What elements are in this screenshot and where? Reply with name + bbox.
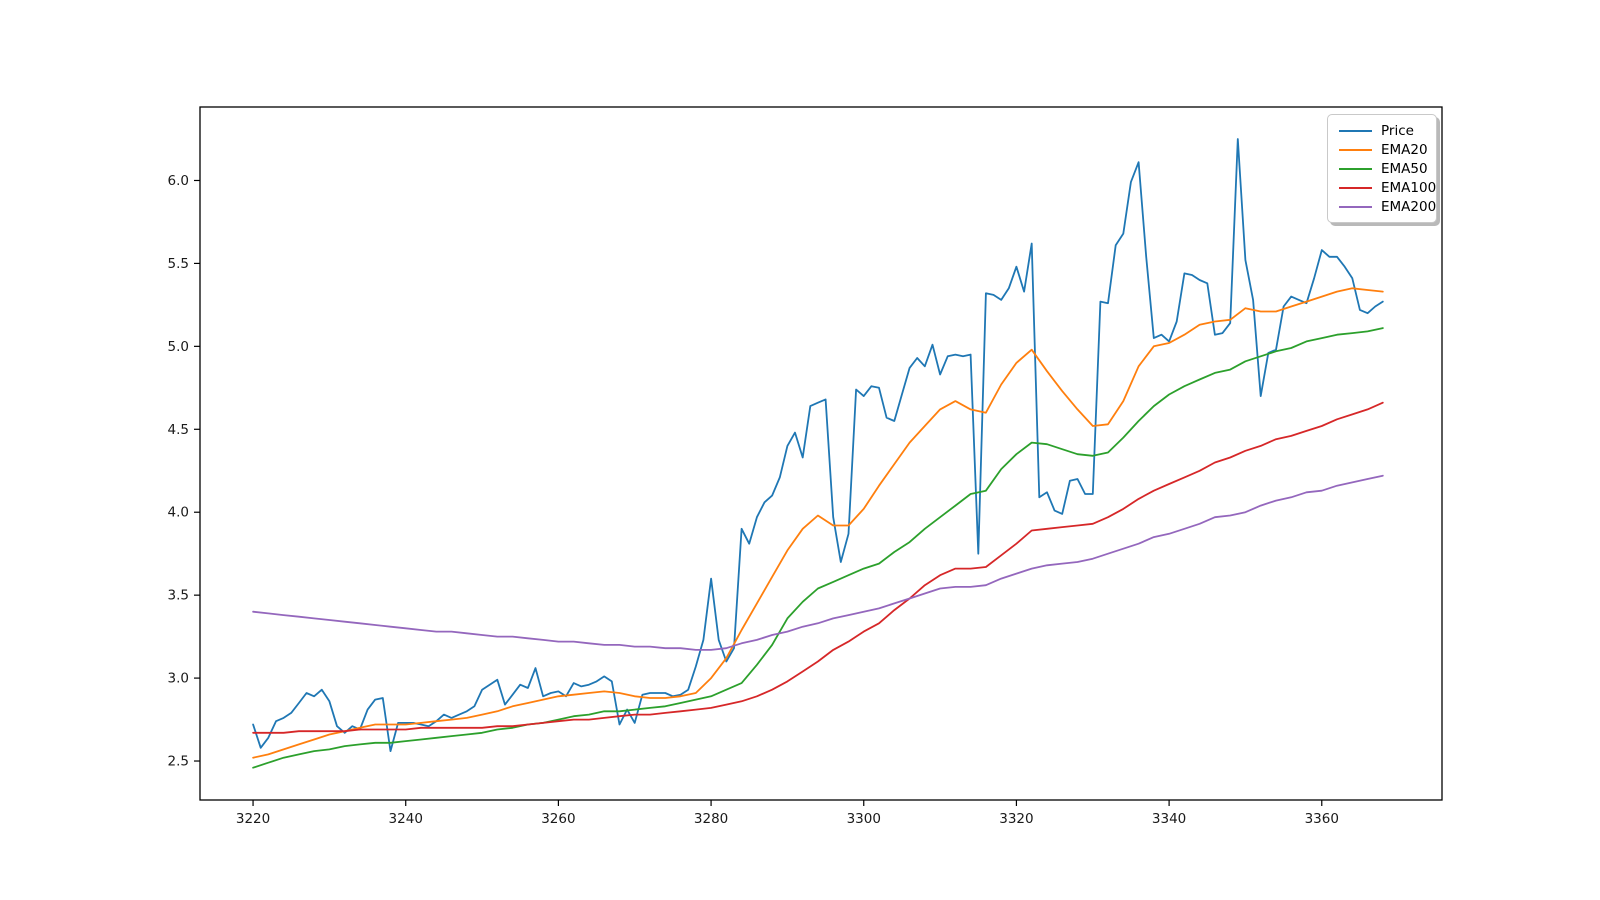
x-tick-label: 3360 [1305, 811, 1339, 827]
x-tick-label: 3240 [389, 811, 423, 827]
legend-line-swatch [1339, 206, 1372, 208]
y-tick-label: 4.0 [168, 505, 189, 521]
legend-item-label: EMA200 [1381, 199, 1437, 215]
y-tick-label: 4.5 [168, 422, 189, 438]
ema200-line [252, 474, 1384, 651]
legend: Price EMA20 EMA50 EMA100 EMA200 [1327, 114, 1437, 223]
legend-item-price: Price [1334, 122, 1430, 140]
x-tick-label: 3300 [847, 811, 881, 827]
ema20-line [252, 287, 1384, 759]
legend-line-swatch [1339, 130, 1372, 132]
x-tick-label: 3280 [694, 811, 728, 827]
y-tick-label: 3.0 [168, 671, 189, 687]
x-tick-label: 3320 [999, 811, 1033, 827]
legend-line-swatch [1339, 149, 1372, 151]
y-tick-label: 5.5 [168, 256, 189, 272]
legend-item-label: EMA20 [1381, 142, 1428, 158]
y-tick-label: 3.5 [168, 588, 189, 604]
ema100-line [252, 401, 1384, 734]
legend-item-ema20: EMA20 [1334, 141, 1430, 159]
legend-line-swatch [1339, 187, 1372, 189]
legend-item-label: EMA50 [1381, 161, 1428, 177]
series-lines [252, 138, 1384, 769]
axis-ticks: 3220 3240 3260 3280 3300 3320 3340 3360 2.5 3.0 3.… [168, 173, 1339, 827]
y-tick-label: 5.0 [168, 339, 189, 355]
x-tick-label: 3340 [1152, 811, 1186, 827]
plot-area-frame [199, 106, 1443, 801]
legend-item-label: Price [1381, 123, 1414, 139]
legend-item-label: EMA100 [1381, 180, 1437, 196]
y-tick-label: 2.5 [168, 754, 189, 770]
price-line [252, 138, 1384, 752]
x-tick-label: 3220 [236, 811, 270, 827]
legend-line-swatch [1339, 168, 1372, 170]
y-tick-label: 6.0 [168, 173, 189, 189]
legend-item-ema50: EMA50 [1334, 160, 1430, 178]
ema50-line [252, 327, 1384, 769]
x-tick-label: 3260 [541, 811, 575, 827]
legend-item-ema100: EMA100 [1334, 179, 1436, 197]
legend-item-ema200: EMA200 [1334, 198, 1436, 216]
